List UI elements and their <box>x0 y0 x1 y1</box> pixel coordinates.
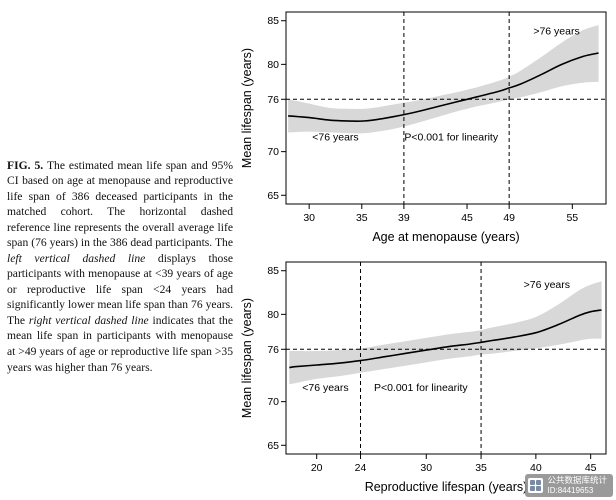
plot-box <box>285 261 607 455</box>
y-tick-label: 70 <box>267 396 279 408</box>
x-tick-label: 45 <box>585 462 597 474</box>
chart-svg-1: 20 24 30 35 40 45 65 70 76 80 85 Reproductive lifes… <box>240 261 607 494</box>
watermark-text: 公共数据库统计 ID:84419653 <box>547 475 607 495</box>
y-tick-label: 85 <box>267 265 279 277</box>
chart-svg-0: 30 35 39 45 49 55 65 70 76 80 85 Age at menopause (… <box>240 11 607 244</box>
y-axis-label: Mean lifespan (years) <box>240 298 254 418</box>
ci-band <box>288 25 599 134</box>
x-tick-label: 45 <box>461 212 473 224</box>
y-tick-label: 80 <box>267 59 279 71</box>
figure-caption: FIG. 5. The estimated mean life span and… <box>7 158 233 375</box>
watermark-line1: 公共数据库统计 <box>547 475 607 486</box>
mean-line <box>289 309 602 369</box>
caption-segment: right vertical dashed line <box>28 313 149 327</box>
x-tick-label: 40 <box>530 462 542 474</box>
ci-band <box>289 281 602 385</box>
x-tick-label: 20 <box>311 462 323 474</box>
x-tick-label: 55 <box>566 212 578 224</box>
watermark-id: ID:84419653 <box>547 485 594 495</box>
x-axis-label: Age at menopause (years) <box>372 230 519 244</box>
y-tick-label: 65 <box>267 440 279 452</box>
y-tick-label: 80 <box>267 309 279 321</box>
mean-line <box>288 52 599 122</box>
x-axis-label: Reproductive lifespan (years) <box>365 480 528 494</box>
x-tick-label: 30 <box>420 462 432 474</box>
caption-column: FIG. 5. The estimated mean life span and… <box>0 0 238 500</box>
annotation: <76 years <box>302 382 348 394</box>
caption-segment: FIG. 5. <box>7 158 44 172</box>
x-tick-label: 35 <box>475 462 487 474</box>
y-axis-label: Mean lifespan (years) <box>240 48 254 168</box>
annotation: <76 years <box>312 131 358 143</box>
watermark-logo-icon <box>528 478 544 494</box>
watermark-badge: 公共数据库统计 ID:84419653 <box>525 474 613 497</box>
y-tick-label: 65 <box>267 190 279 202</box>
caption-segment: indicates that the mean life span in par… <box>7 313 233 374</box>
x-tick-label: 24 <box>355 462 367 474</box>
y-tick-label: 76 <box>267 94 279 106</box>
caption-segment: The estimated mean life span and 95% CI … <box>7 158 233 250</box>
charts-column: 30 35 39 45 49 55 65 70 76 80 85 Age at menopause (… <box>238 0 616 500</box>
y-tick-label: 76 <box>267 344 279 356</box>
annotation: >76 years <box>524 279 570 291</box>
x-tick-label: 39 <box>398 212 410 224</box>
y-tick-label: 85 <box>267 15 279 27</box>
y-tick-label: 70 <box>267 146 279 158</box>
x-tick-label: 35 <box>356 212 368 224</box>
annotation: P<0.001 for linearity <box>404 131 498 143</box>
caption-segment: displays those participants with menopau… <box>7 251 233 327</box>
annotation: >76 years <box>533 26 579 38</box>
plot-box <box>285 11 607 205</box>
annotation: P<0.001 for linearity <box>374 382 468 394</box>
x-tick-label: 49 <box>503 212 515 224</box>
caption-segment: left vertical dashed line <box>7 251 146 265</box>
x-tick-label: 30 <box>303 212 315 224</box>
